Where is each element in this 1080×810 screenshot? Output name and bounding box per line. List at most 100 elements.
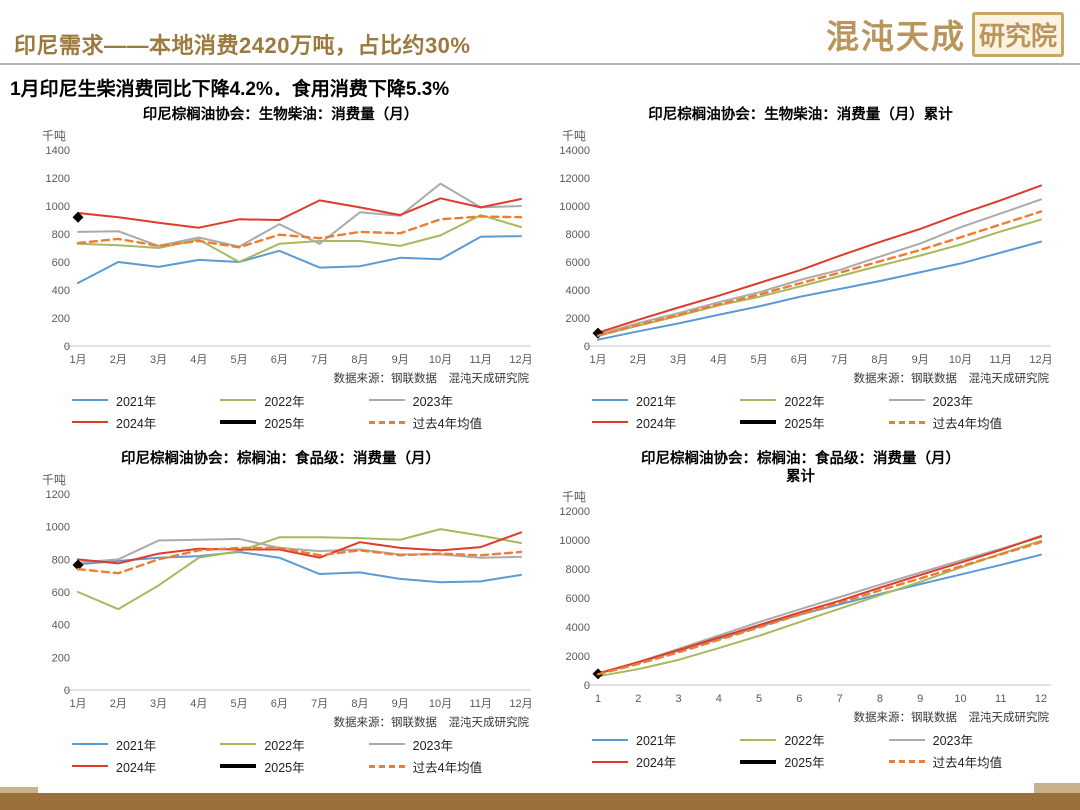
data-source-note: 数据来源：钢联数据 混沌天成研究院: [333, 716, 530, 729]
legend-swatch: [592, 738, 628, 741]
chart-biodiesel-monthly: 印尼棕榈油协会：生物柴油：消费量（月） 千吨 0 200 400 600 800 1000…: [28, 106, 533, 432]
y-axis-unit-label: 千吨: [42, 472, 67, 487]
x-tick-label: 6月: [791, 354, 808, 366]
legend-label: 2025年: [264, 416, 305, 431]
legend-label: 过去4年均值: [932, 416, 1003, 431]
legend-label: 2021年: [116, 738, 157, 753]
legend-item: 2025年: [740, 413, 888, 432]
x-tick-label: 4月: [710, 354, 727, 366]
y-tick-label: 800: [52, 229, 70, 241]
chart-title-line2: 累计: [786, 468, 815, 485]
x-tick-label: 4月: [190, 698, 207, 710]
subtitle: 1月印尼生柴消费同比下降4.2%．食用消费下降5.3%: [10, 79, 450, 100]
page-title: 印尼需求——本地消费2420万吨，占比约30%: [14, 33, 471, 58]
company-logo: 混沌天成 研究院: [826, 10, 1064, 58]
y-tick-label: 1000: [46, 521, 70, 533]
y-tick-label: 4000: [566, 285, 590, 297]
legend-swatch: [888, 738, 925, 741]
legend-swatch: [368, 743, 405, 746]
charts-grid: 印尼棕榈油协会：生物柴油：消费量（月） 千吨 0 200 400 600 800 1000…: [28, 106, 1060, 776]
x-tick-label: 6月: [271, 698, 288, 710]
x-tick-label: 4: [716, 693, 722, 705]
legend-item: 过去4年均值: [888, 413, 1037, 432]
y-tick-label: 0: [64, 685, 70, 697]
legend-swatch: [592, 421, 628, 424]
x-tick-label: 2月: [110, 698, 127, 710]
legend-label: 2024年: [116, 416, 157, 431]
x-tick-label: 8月: [871, 354, 888, 366]
legend-label: 2023年: [932, 394, 973, 409]
legend-label: 2022年: [784, 734, 825, 749]
x-tick-label: 11: [995, 693, 1006, 705]
y-tick-label: 1200: [46, 489, 70, 501]
legend-item: 2022年: [740, 730, 888, 749]
chart-legend: 2021年 2022年 2023年 2024年 2025年 过去4年均值: [548, 391, 1053, 432]
legend-label: 过去4年均值: [412, 760, 483, 775]
legend-swatch: [368, 420, 405, 424]
series-point-2025年: [72, 211, 84, 223]
series-point-2025年: [72, 559, 84, 571]
x-tick-label: 12: [1035, 693, 1047, 705]
series-line-2023年: [77, 182, 522, 248]
y-tick-label: 600: [52, 257, 70, 269]
legend-item: 2023年: [368, 735, 517, 754]
series-line-过去4年均值: [596, 210, 1043, 337]
header: 印尼需求——本地消费2420万吨，占比约30% 混沌天成 研究院: [0, 0, 1080, 65]
legend-item: 2024年: [592, 752, 740, 771]
legend-label: 2025年: [784, 416, 825, 431]
legend-label: 2025年: [784, 756, 825, 771]
legend-item: 2023年: [368, 391, 517, 410]
legend-swatch: [220, 399, 257, 402]
y-tick-label: 12000: [559, 506, 590, 518]
y-tick-label: 6000: [566, 593, 590, 605]
series-line-过去4年均值: [76, 546, 523, 575]
legend-label: 过去4年均值: [412, 416, 483, 431]
legend-item: 2024年: [72, 757, 220, 776]
series-line-2024年: [77, 531, 522, 565]
series-line-2024年: [597, 535, 1042, 675]
series-point-2025年: [592, 327, 604, 339]
y-tick-label: 10000: [559, 201, 590, 213]
legend-swatch: [740, 759, 777, 764]
legend-item: 2024年: [592, 413, 740, 432]
legend-swatch: [72, 743, 108, 746]
x-tick-label: 5月: [751, 354, 768, 366]
chart-legend: 2021年 2022年 2023年 2024年 2025年 过去4年均值: [28, 391, 533, 432]
x-tick-label: 10月: [429, 354, 452, 366]
legend-swatch: [368, 399, 405, 402]
legend-swatch: [592, 399, 628, 402]
y-tick-label: 2000: [566, 651, 590, 663]
legend-item: 2022年: [220, 391, 368, 410]
legend-swatch: [220, 420, 257, 425]
series-line-2021年: [77, 234, 522, 284]
x-tick-label: 7月: [311, 698, 328, 710]
legend-label: 2022年: [784, 394, 825, 409]
series-line-2022年: [77, 213, 522, 263]
chart-legend: 2021年 2022年 2023年 2024年 2025年 过去4年均值: [28, 735, 533, 776]
y-tick-label: 12000: [559, 173, 590, 185]
y-tick-label: 4000: [566, 622, 590, 634]
chart-biodiesel-cumulative: 印尼棕榈油协会：生物柴油：消费量（月）累计 千吨 0 2000 4000 6000 80…: [548, 106, 1053, 432]
series-line-2021年: [597, 240, 1042, 341]
x-tick-label: 2: [635, 693, 641, 705]
data-source-note: 数据来源：钢联数据 混沌天成研究院: [853, 372, 1050, 385]
legend-label: 2021年: [116, 394, 157, 409]
legend-item: 2022年: [220, 735, 368, 754]
legend-label: 2021年: [636, 394, 677, 409]
legend-swatch: [740, 420, 777, 425]
y-axis-unit-label: 千吨: [562, 490, 587, 505]
y-tick-label: 400: [52, 619, 70, 631]
legend-swatch: [888, 399, 925, 402]
y-tick-label: 8000: [566, 564, 590, 576]
legend-label: 过去4年均值: [932, 756, 1003, 771]
x-tick-label: 3月: [670, 354, 687, 366]
x-tick-label: 11月: [990, 354, 1012, 366]
x-tick-label: 1月: [589, 354, 606, 366]
series-line-过去4年均值: [76, 215, 523, 249]
legend-swatch: [888, 420, 925, 424]
series-line-2024年: [77, 197, 522, 229]
legend-item: 过去4年均值: [368, 413, 517, 432]
legend-item: 2025年: [740, 752, 888, 771]
legend-item: 2025年: [220, 757, 368, 776]
legend-label: 2023年: [412, 738, 453, 753]
